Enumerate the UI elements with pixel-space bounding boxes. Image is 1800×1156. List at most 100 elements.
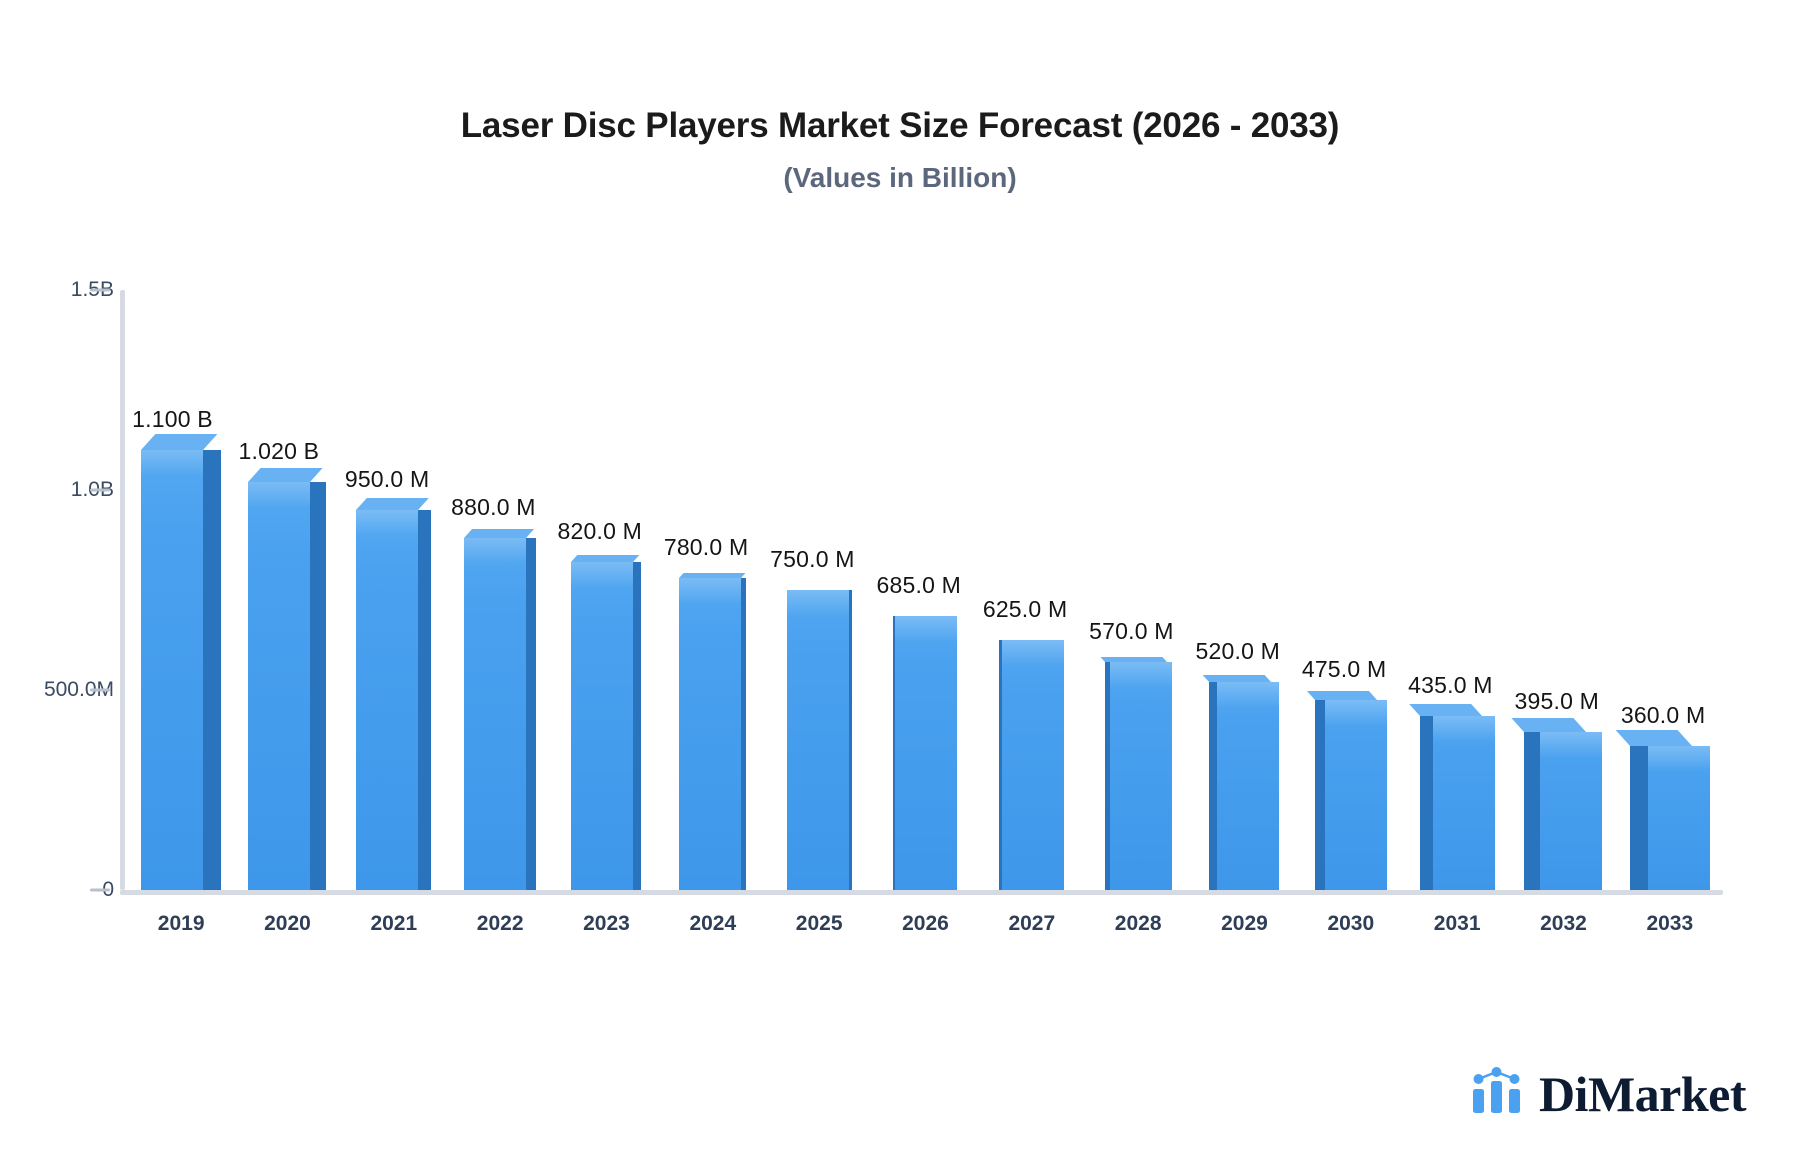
bar[interactable]	[128, 434, 234, 890]
bar-front-face	[1109, 662, 1172, 890]
bar-value-label: 685.0 M	[876, 572, 962, 598]
x-axis-tick-label: 2031	[1433, 912, 1481, 935]
bar-value-label: 750.0 M	[770, 546, 855, 572]
bar-side-face	[1104, 662, 1110, 890]
bar-front-face	[1217, 682, 1280, 890]
bar[interactable]	[660, 573, 766, 890]
bar-top-face	[1511, 718, 1587, 732]
bar-top-highlight	[679, 578, 742, 604]
bar-column[interactable]	[128, 290, 234, 890]
bar-top-face	[248, 468, 324, 482]
bar-column[interactable]	[1510, 290, 1616, 890]
bar[interactable]	[979, 640, 1085, 890]
bar-value-label: 570.0 M	[1089, 618, 1174, 644]
bar-side-face	[848, 590, 852, 890]
bar-top-highlight	[895, 616, 958, 642]
bar[interactable]	[234, 468, 340, 890]
bar[interactable]	[447, 529, 553, 890]
bar-side-face	[310, 482, 327, 890]
bar-column[interactable]	[447, 290, 553, 890]
bar-side-face	[893, 616, 896, 890]
bar-column[interactable]	[553, 290, 659, 890]
bar-top-face	[1306, 691, 1377, 700]
bar-top-highlight	[1002, 640, 1065, 666]
bar-column[interactable]	[1298, 290, 1404, 890]
title-block: Laser Disc Players Market Size Forecast …	[0, 105, 1800, 195]
bar-column[interactable]	[234, 290, 340, 890]
bar-side-face	[999, 640, 1003, 890]
bar-top-highlight	[1432, 716, 1495, 742]
bar-column[interactable]	[341, 290, 447, 890]
bar[interactable]	[1085, 657, 1191, 890]
bar-value-label: 625.0 M	[982, 596, 1068, 622]
bar-side-face	[526, 538, 537, 890]
x-axis-tick-label: 2027	[1008, 912, 1056, 935]
bar-column[interactable]	[1085, 290, 1191, 890]
bar[interactable]	[341, 498, 447, 890]
bar-front-face	[1324, 700, 1387, 890]
bar-front-face	[356, 510, 419, 890]
y-axis-tick-mark	[90, 888, 110, 892]
bar[interactable]	[1615, 730, 1723, 890]
bar-column[interactable]	[979, 290, 1085, 890]
bar-top-highlight	[1217, 682, 1280, 708]
bar[interactable]	[872, 616, 978, 890]
bar-top-face	[1203, 675, 1272, 682]
bar-top-highlight	[786, 590, 849, 616]
x-axis-tick-label: 2024	[689, 912, 737, 935]
bar-top-highlight	[356, 510, 419, 536]
bar-top-highlight	[464, 538, 527, 564]
bar-top-highlight	[571, 562, 634, 588]
y-axis-tick-mark	[90, 688, 110, 692]
bar-column[interactable]	[1404, 290, 1510, 890]
bar-column[interactable]	[1615, 290, 1723, 890]
bar-side-face	[203, 450, 222, 890]
brand-logo: DiMarket	[1471, 1065, 1747, 1122]
bar-column[interactable]	[766, 290, 872, 890]
bar-top-face	[1408, 704, 1482, 716]
x-axis-tick-label: 2022	[476, 912, 524, 935]
x-axis-tick-label: 2032	[1540, 912, 1587, 935]
bar-value-label: 1.100 B	[132, 406, 213, 432]
bar-value-label: 395.0 M	[1514, 688, 1600, 714]
bar-top-face	[571, 555, 640, 562]
bar-front-face	[141, 450, 204, 890]
brand-name: DiMarket	[1538, 1065, 1747, 1122]
bar-front-face	[571, 562, 634, 890]
bar[interactable]	[553, 555, 659, 890]
x-axis-tick-label: 2030	[1327, 912, 1375, 935]
bar-side-face	[418, 510, 432, 890]
x-axis-tick-label: 2023	[583, 912, 630, 935]
bar-side-face	[741, 578, 747, 890]
y-axis-tick-label: 500.0M	[43, 678, 114, 701]
bar[interactable]	[1404, 704, 1510, 890]
bar-top-face	[141, 434, 218, 450]
bar-front-face	[1540, 732, 1603, 890]
bar-side-face	[1629, 746, 1648, 890]
bar[interactable]	[1191, 675, 1297, 890]
bar-top-face	[356, 498, 430, 510]
bar-value-label: 435.0 M	[1408, 672, 1493, 698]
bar[interactable]	[1510, 718, 1616, 890]
bar-top-highlight	[248, 482, 311, 508]
bar-top-face	[1100, 657, 1167, 662]
bar[interactable]	[1298, 691, 1404, 890]
bar-value-label: 820.0 M	[557, 518, 643, 544]
bar-chart-icon	[1471, 1067, 1527, 1120]
bar-column[interactable]	[660, 290, 766, 890]
page-title: Laser Disc Players Market Size Forecast …	[460, 106, 1340, 145]
bar-front-face	[786, 590, 849, 890]
bar-top-face	[1615, 730, 1692, 746]
bar-top-face	[464, 529, 535, 538]
bar-column[interactable]	[1191, 290, 1297, 890]
bar[interactable]	[766, 590, 872, 890]
y-axis-tick-mark	[90, 288, 110, 292]
y-axis-line	[120, 290, 125, 890]
x-axis-tick-label: 2025	[795, 912, 843, 935]
bar-column[interactable]	[872, 290, 978, 890]
bar-value-label: 950.0 M	[344, 466, 430, 492]
x-axis-tick-label: 2028	[1114, 912, 1162, 935]
y-axis-tick-mark	[90, 488, 110, 492]
